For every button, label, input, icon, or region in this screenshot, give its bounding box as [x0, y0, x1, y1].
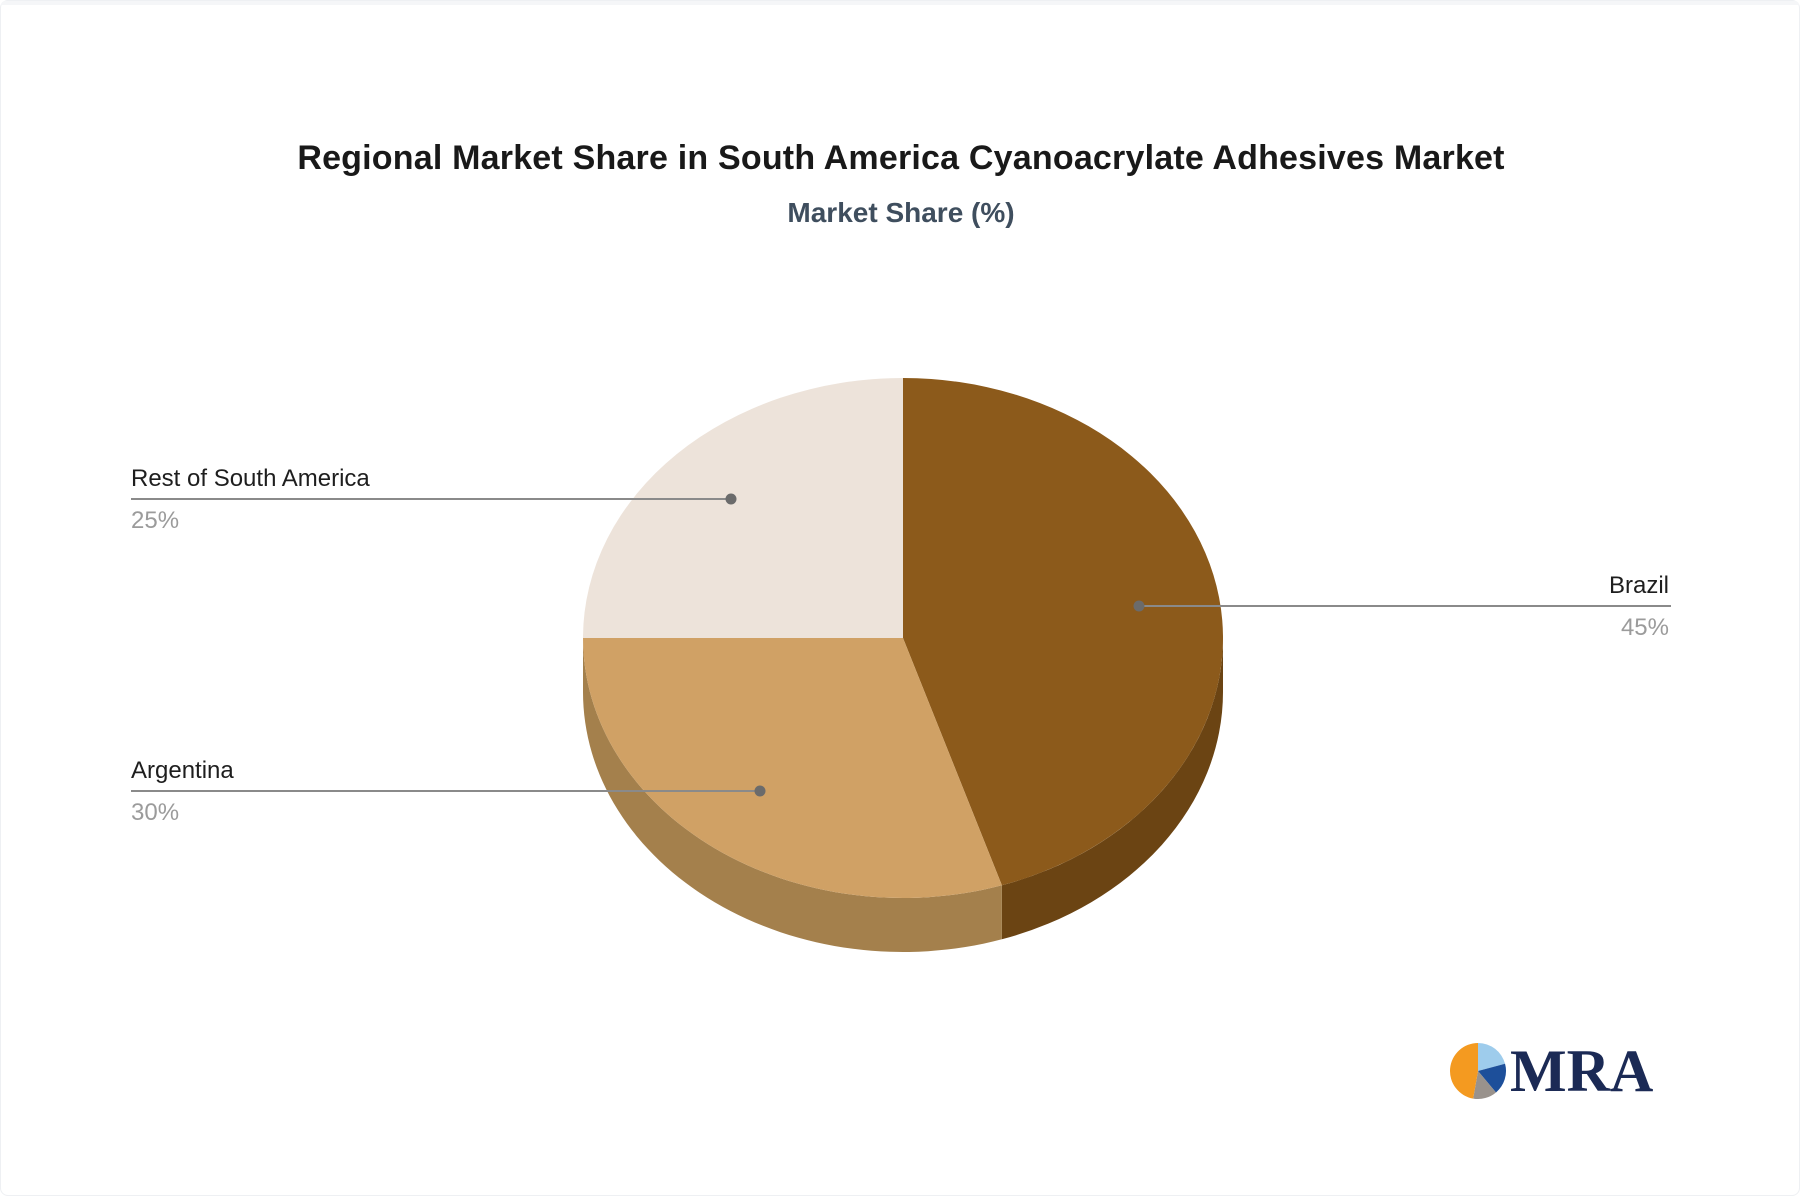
logo-pie-slice-gray: [1473, 1071, 1496, 1099]
logo-pie-slice-orange: [1450, 1043, 1478, 1099]
callout-percent: 45%: [1620, 614, 1669, 641]
chart-subtitle: Market Share (%): [787, 197, 1015, 228]
logo-pie-slice-light-blue: [1478, 1043, 1506, 1071]
pie-slice-argentina: [583, 638, 1002, 898]
leader-dot-brazil: [1133, 600, 1145, 612]
page-top-band: [1, 1, 1799, 5]
pie-slice-side-brazil: [1001, 638, 1223, 940]
callout-label: Argentina: [131, 757, 234, 784]
logo-pie-icon: [1450, 1043, 1506, 1099]
callout-label: Rest of South America: [131, 465, 370, 492]
logo-text: MRA: [1510, 1038, 1654, 1104]
callout-label: Brazil: [1608, 572, 1669, 599]
callout-percent: 25%: [131, 507, 180, 534]
pie-slice-brazil: [903, 378, 1223, 886]
callout-percent: 30%: [131, 799, 180, 826]
leader-dot-rest-of-south-america: [725, 493, 737, 505]
logo: MRA: [1449, 1039, 1653, 1103]
pie-slice-side-argentina: [583, 638, 1002, 953]
logo-pie-slice-dark-blue: [1478, 1063, 1506, 1093]
pie-slice-rest-of-south-america: [583, 378, 903, 638]
chart-title: Regional Market Share in South America C…: [297, 139, 1505, 177]
leader-dot-argentina: [754, 785, 766, 797]
